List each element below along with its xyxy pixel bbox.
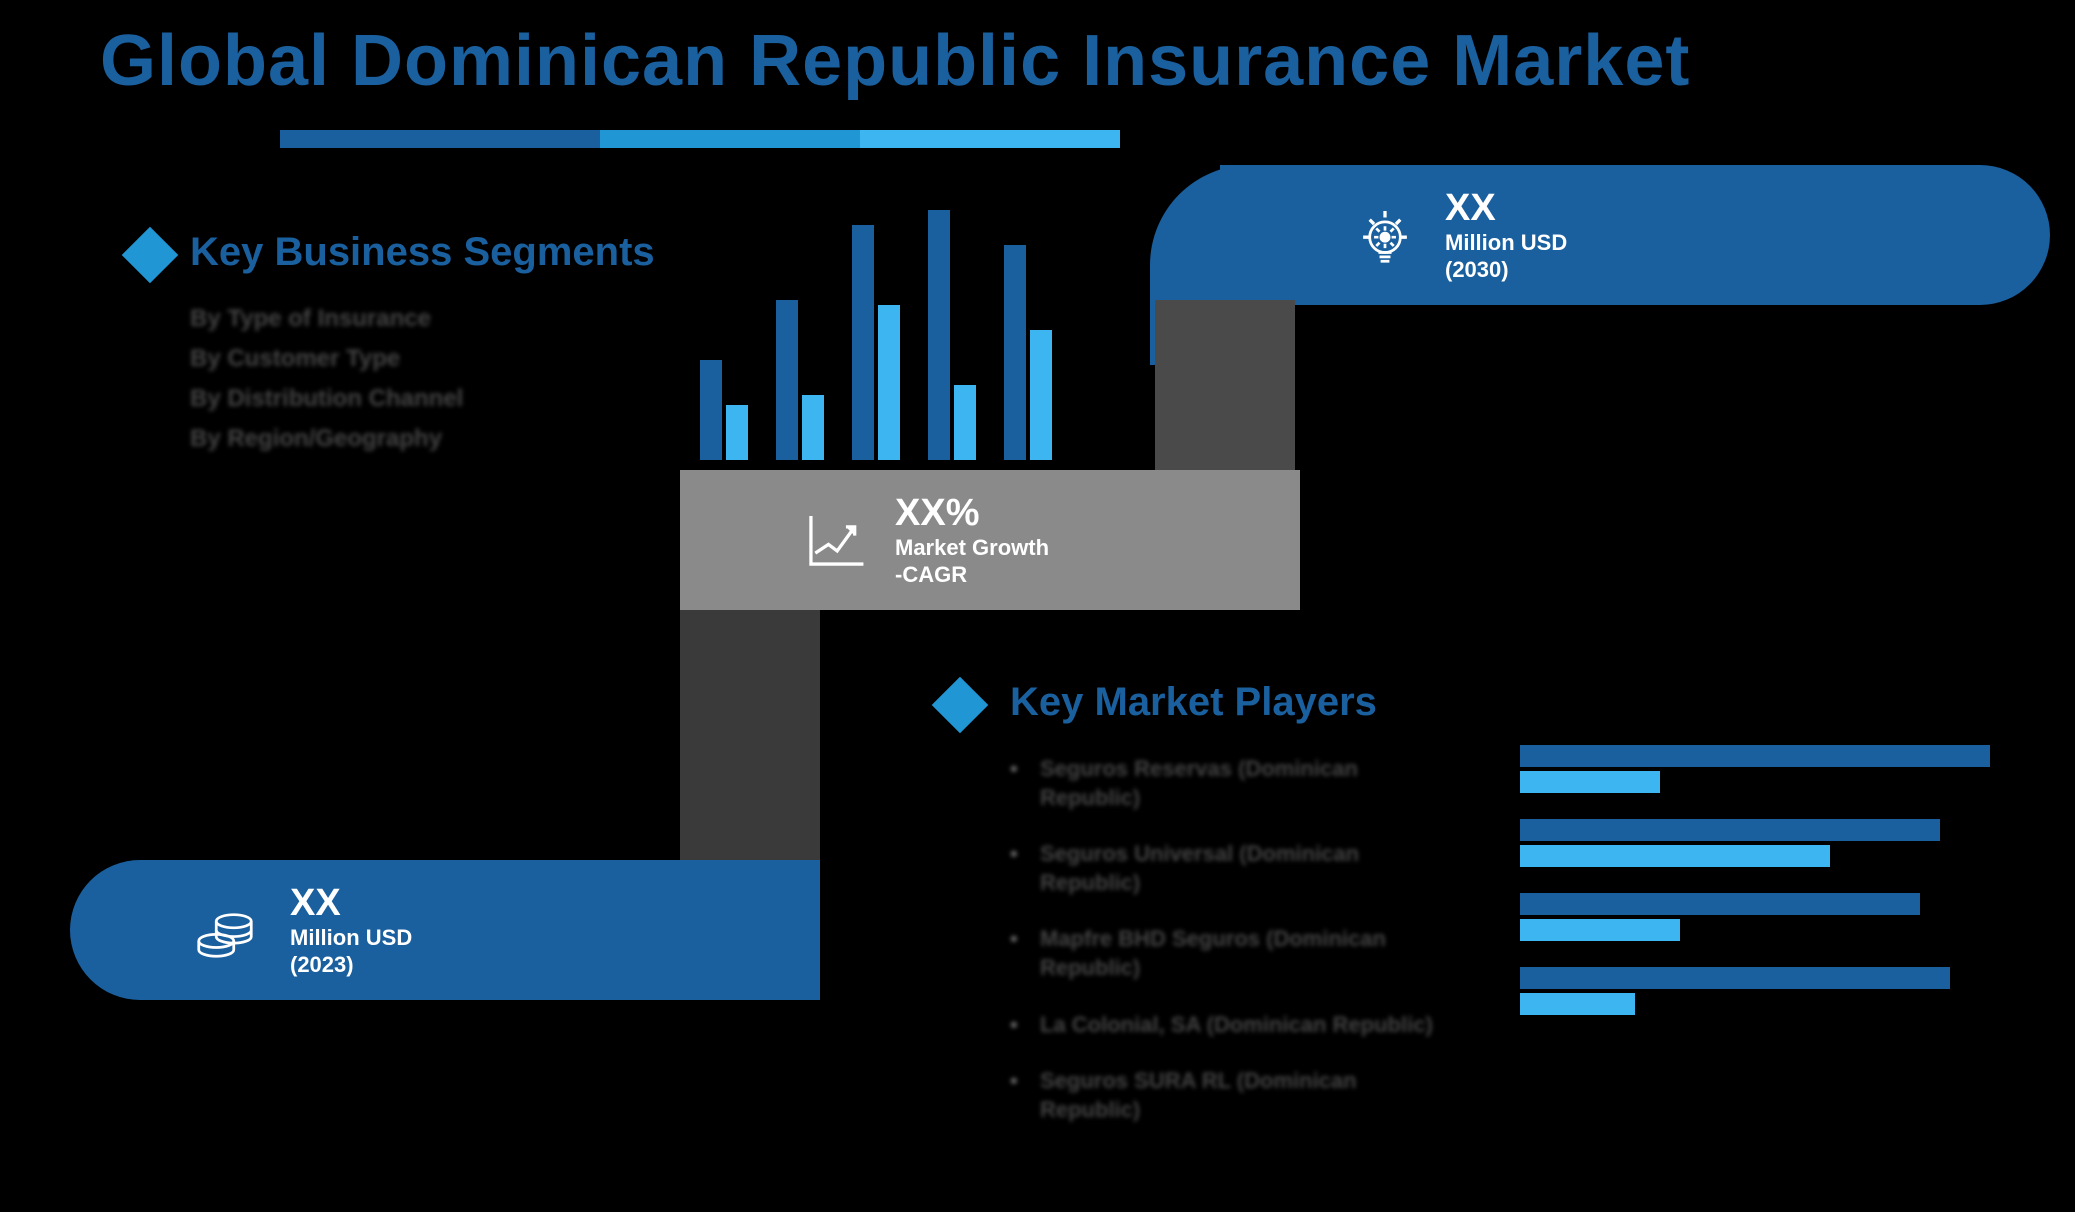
bar-group — [928, 210, 976, 460]
kmp-heading: Key Market Players — [1010, 680, 1460, 725]
key-business-segments: Key Business Segments By Type of Insuran… — [130, 230, 655, 465]
kbs-item: By Type of Insurance — [190, 305, 655, 333]
title-underline — [280, 130, 1120, 148]
lightbulb-gear-icon — [1350, 200, 1420, 270]
kbs-item: By Distribution Channel — [190, 385, 655, 413]
value-2030: XX — [1445, 187, 1567, 230]
ribbon-2023: XX Million USD(2023) — [70, 860, 820, 1000]
hbar-group — [1520, 819, 1990, 867]
kmp-item: Seguros Universal (Dominican Republic) — [1010, 840, 1460, 897]
segment-bar-chart — [700, 200, 1072, 460]
main-title: Global Dominican Republic Insurance Mark… — [100, 20, 1690, 102]
label-2030: Million USD(2030) — [1445, 230, 1567, 283]
kmp-item: Mapfre BHD Seguros (Dominican Republic) — [1010, 925, 1460, 982]
kmp-item: Seguros SURA RL (Dominican Republic) — [1010, 1067, 1460, 1124]
bar-group — [1004, 245, 1052, 460]
kbs-heading: Key Business Segments — [190, 230, 655, 275]
diamond-icon — [122, 227, 179, 284]
diamond-icon — [932, 677, 989, 734]
kmp-item: Seguros Reservas (Dominican Republic) — [1010, 755, 1460, 812]
bar-group — [776, 300, 824, 460]
ribbon-2030: XX Million USD(2030) — [1220, 165, 2050, 305]
label-cagr: Market Growth-CAGR — [895, 535, 1049, 588]
coins-icon — [190, 895, 260, 965]
value-2023: XX — [290, 882, 412, 925]
bar-group — [700, 360, 748, 460]
kbs-item: By Region/Geography — [190, 425, 655, 453]
ribbon-connector — [1155, 300, 1295, 480]
ribbon-cagr: XX% Market Growth-CAGR — [680, 470, 1300, 610]
key-market-players: Key Market Players Seguros Reservas (Dom… — [940, 680, 1460, 1152]
hbar-group — [1520, 893, 1990, 941]
value-cagr: XX% — [895, 492, 1049, 535]
kmp-item: La Colonial, SA (Dominican Republic) — [1010, 1011, 1460, 1040]
growth-chart-icon — [800, 505, 870, 575]
players-bar-chart — [1520, 745, 1990, 1033]
hbar-group — [1520, 967, 1990, 1015]
bar-group — [852, 225, 900, 460]
label-2023: Million USD(2023) — [290, 925, 412, 978]
hbar-group — [1520, 745, 1990, 793]
kbs-item: By Customer Type — [190, 345, 655, 373]
ribbon-connector — [680, 610, 820, 870]
